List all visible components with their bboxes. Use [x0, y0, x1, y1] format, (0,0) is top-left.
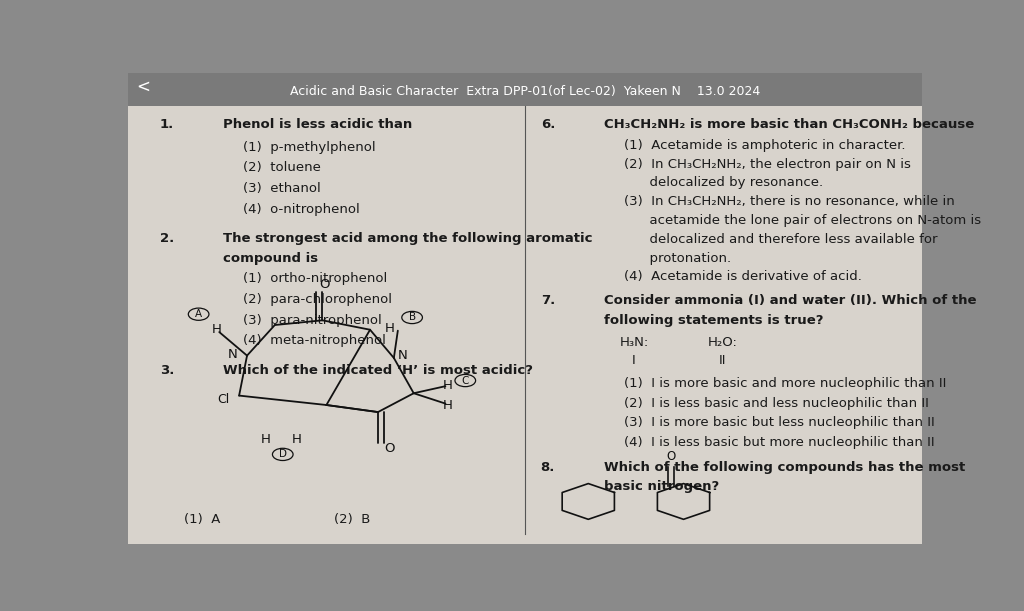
Text: Which of the indicated ‘H’ is most acidic?: Which of the indicated ‘H’ is most acidi… [223, 364, 534, 376]
Text: H: H [385, 322, 395, 335]
Text: H: H [212, 323, 222, 336]
Text: II: II [719, 354, 727, 367]
Text: acetamide the lone pair of electrons on N-atom is: acetamide the lone pair of electrons on … [624, 214, 981, 227]
Text: (3)  ethanol: (3) ethanol [243, 182, 321, 195]
Text: 6.: 6. [541, 118, 555, 131]
Text: (4)  Acetamide is derivative of acid.: (4) Acetamide is derivative of acid. [624, 271, 862, 284]
Text: (2)  B: (2) B [334, 513, 371, 526]
Text: (1)  Acetamide is amphoteric in character.: (1) Acetamide is amphoteric in character… [624, 139, 905, 152]
Text: (2)  para-chlorophenol: (2) para-chlorophenol [243, 293, 392, 306]
Text: Which of the following compounds has the most: Which of the following compounds has the… [604, 461, 966, 474]
Text: H: H [292, 433, 302, 446]
Text: O: O [318, 278, 330, 291]
Text: H₃N:: H₃N: [620, 336, 649, 349]
Text: H: H [260, 433, 270, 446]
Text: H: H [443, 379, 453, 392]
Text: 8.: 8. [541, 461, 555, 474]
Text: (3)  I is more basic but less nucleophilic than II: (3) I is more basic but less nucleophili… [624, 416, 935, 430]
Text: (2)  In CH₃CH₂NH₂, the electron pair on N is: (2) In CH₃CH₂NH₂, the electron pair on N… [624, 158, 911, 170]
Text: N: N [397, 349, 408, 362]
Text: following statements is true?: following statements is true? [604, 313, 823, 327]
Text: O: O [667, 450, 676, 463]
Text: (1)  A: (1) A [183, 513, 220, 526]
Text: Phenol is less acidic than: Phenol is less acidic than [223, 118, 413, 131]
Text: delocalized by resonance.: delocalized by resonance. [624, 177, 823, 189]
Text: Consider ammonia (I) and water (II). Which of the: Consider ammonia (I) and water (II). Whi… [604, 294, 977, 307]
Text: A: A [195, 309, 202, 319]
Text: (4)  I is less basic but more nucleophilic than II: (4) I is less basic but more nucleophili… [624, 436, 935, 449]
Text: O: O [385, 442, 395, 455]
Text: 7.: 7. [541, 294, 555, 307]
FancyBboxPatch shape [128, 73, 922, 106]
Text: (1)  ortho-nitrophenol: (1) ortho-nitrophenol [243, 273, 387, 285]
Text: (4)  meta-nitrophenol: (4) meta-nitrophenol [243, 334, 386, 348]
Text: 1.: 1. [160, 118, 174, 131]
Text: <: < [136, 78, 150, 96]
Text: (1)  p-methylphenol: (1) p-methylphenol [243, 141, 376, 153]
Text: 3.: 3. [160, 364, 174, 376]
Text: Acidic and Basic Character  Extra DPP-01(of Lec-02)  Yakeen N    13.0 2024: Acidic and Basic Character Extra DPP-01(… [290, 85, 760, 98]
Text: H: H [443, 398, 453, 411]
Text: 2.: 2. [160, 232, 174, 245]
Text: C: C [462, 376, 469, 386]
Text: basic nitrogen?: basic nitrogen? [604, 480, 720, 493]
Text: (2)  toluene: (2) toluene [243, 161, 321, 174]
Text: The strongest acid among the following aromatic: The strongest acid among the following a… [223, 232, 593, 245]
Text: (2)  I is less basic and less nucleophilic than II: (2) I is less basic and less nucleophili… [624, 397, 929, 409]
Text: compound is: compound is [223, 252, 318, 265]
Text: delocalized and therefore less available for: delocalized and therefore less available… [624, 233, 938, 246]
Text: Cl: Cl [217, 393, 229, 406]
Text: H₂O:: H₂O: [708, 336, 737, 349]
Text: (1)  I is more basic and more nucleophilic than II: (1) I is more basic and more nucleophili… [624, 377, 946, 390]
Text: protonation.: protonation. [624, 252, 731, 265]
Text: B: B [409, 312, 416, 323]
Text: CH₃CH₂NH₂ is more basic than CH₃CONH₂ because: CH₃CH₂NH₂ is more basic than CH₃CONH₂ be… [604, 118, 975, 131]
Text: N: N [227, 348, 238, 361]
FancyBboxPatch shape [128, 73, 922, 544]
Text: (3)  para-nitrophenol: (3) para-nitrophenol [243, 313, 382, 327]
Text: (4)  o-nitrophenol: (4) o-nitrophenol [243, 203, 359, 216]
Text: I: I [632, 354, 636, 367]
Text: (3)  In CH₃CH₂NH₂, there is no resonance, while in: (3) In CH₃CH₂NH₂, there is no resonance,… [624, 195, 954, 208]
Text: D: D [279, 450, 287, 459]
